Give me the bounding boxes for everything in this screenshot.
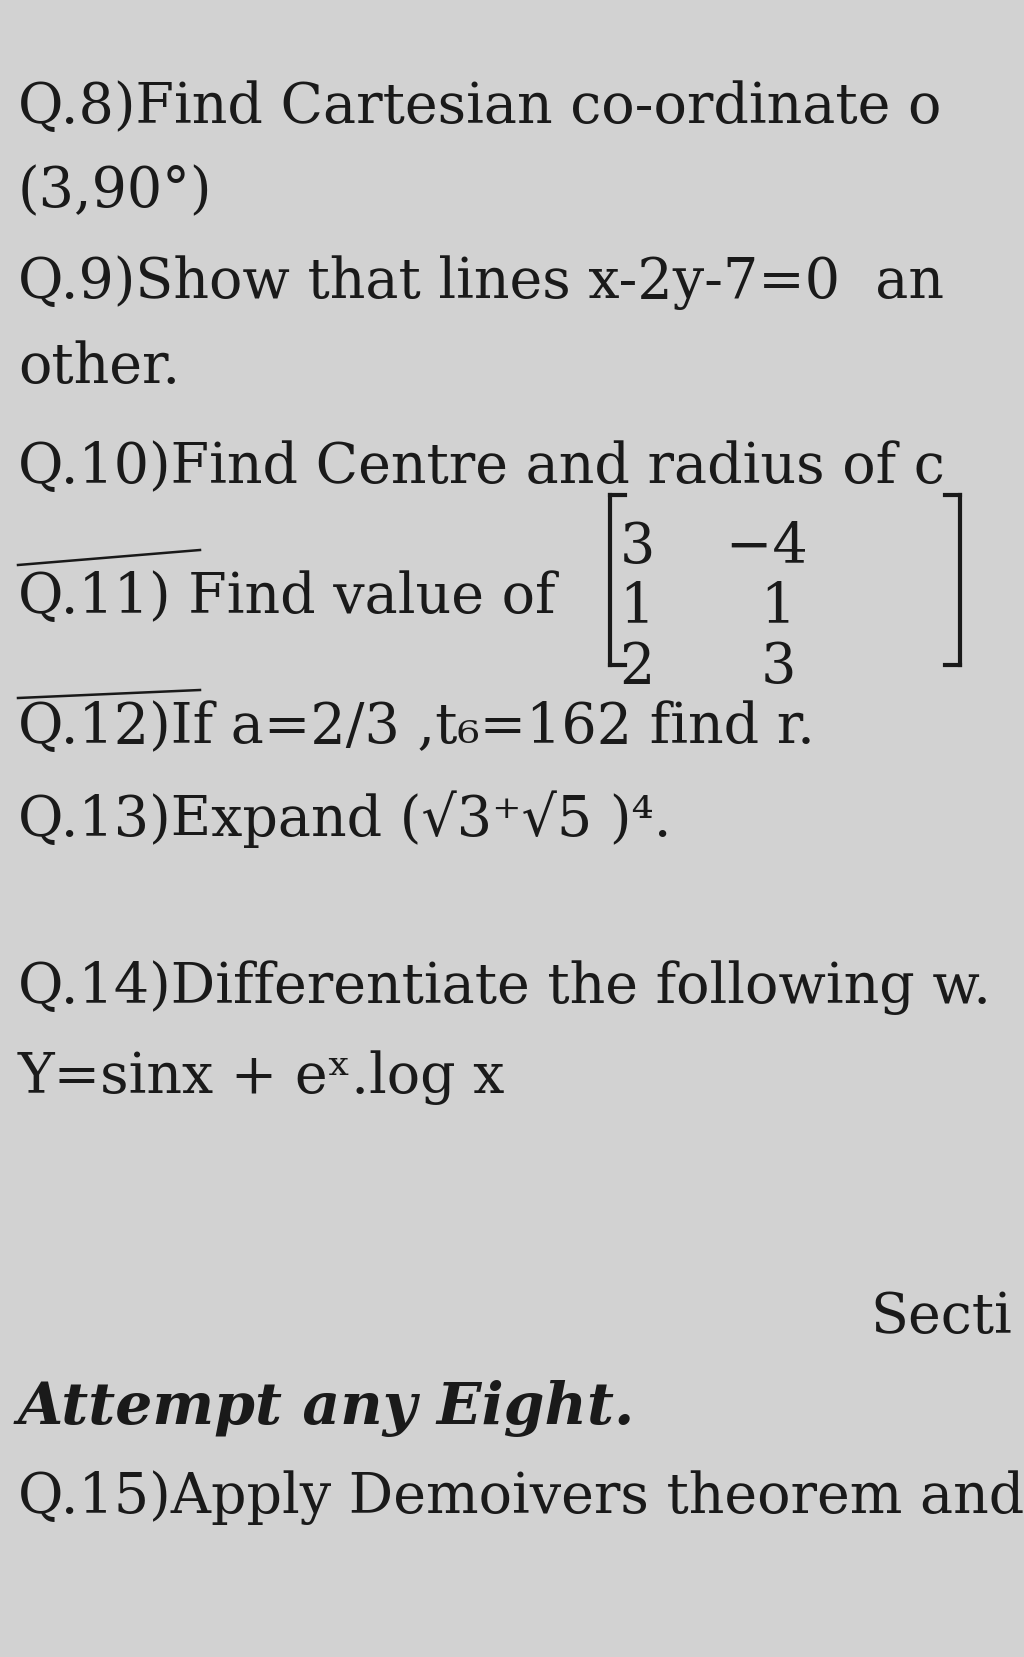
Text: 2      3: 2 3 [620, 640, 797, 694]
Text: Q.15)Apply Demoivers theorem and: Q.15)Apply Demoivers theorem and [18, 1470, 1024, 1524]
Text: Attempt any Eight.: Attempt any Eight. [18, 1380, 635, 1437]
Text: other.: other. [18, 340, 180, 394]
Text: Q.12)If a=2/3 ,t₆=162 find r.: Q.12)If a=2/3 ,t₆=162 find r. [18, 699, 815, 754]
Text: 3    −4: 3 −4 [620, 520, 808, 575]
Text: Q.9)Show that lines x-2y-7=0  an: Q.9)Show that lines x-2y-7=0 an [18, 255, 944, 310]
Text: 1      1: 1 1 [620, 580, 797, 635]
Text: Q.13)Expand (√3⁺√5 )⁴.: Q.13)Expand (√3⁺√5 )⁴. [18, 790, 672, 848]
Text: (3,90°): (3,90°) [18, 166, 213, 220]
Text: Q.10)Find Centre and radius of c: Q.10)Find Centre and radius of c [18, 441, 945, 495]
Text: Y=sinx + eˣ.log x: Y=sinx + eˣ.log x [18, 1051, 506, 1105]
Text: Secti: Secti [870, 1291, 1012, 1345]
Text: Q.14)Differentiate the following w.: Q.14)Differentiate the following w. [18, 959, 991, 1014]
Text: Q.11) Find value of: Q.11) Find value of [18, 570, 555, 625]
Text: Q.8)Find Cartesian co-ordinate o: Q.8)Find Cartesian co-ordinate o [18, 80, 941, 134]
